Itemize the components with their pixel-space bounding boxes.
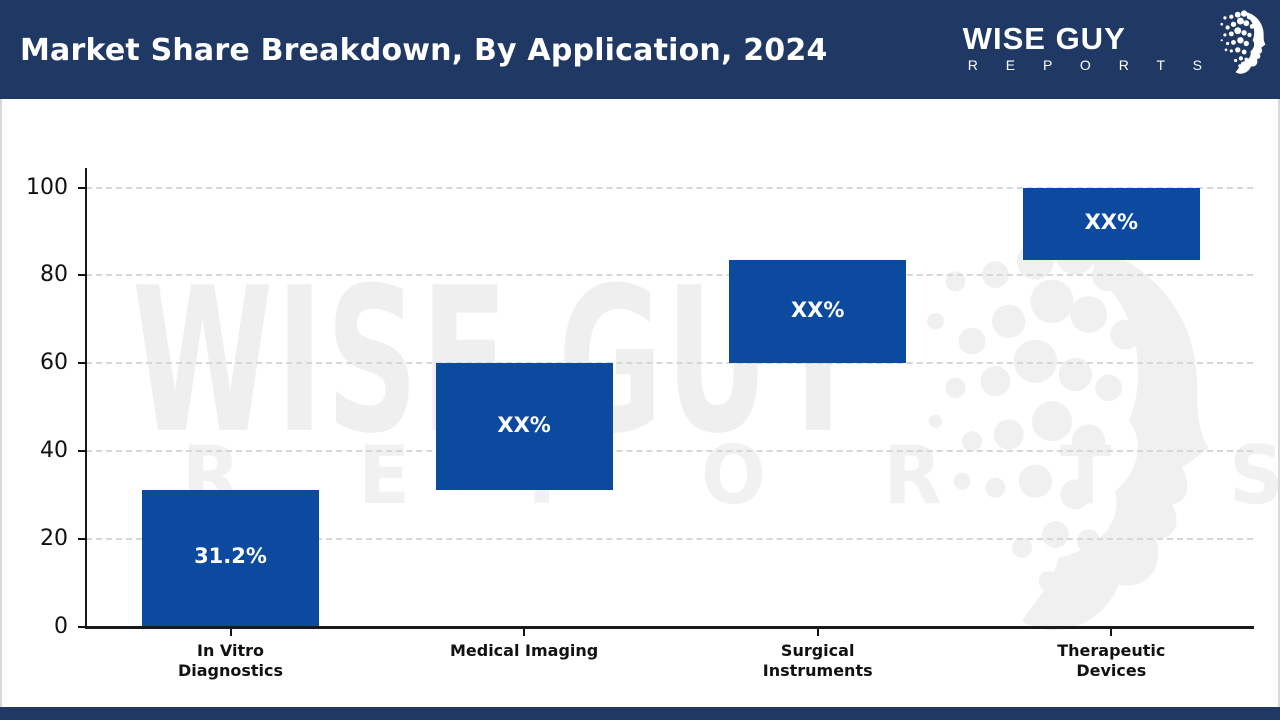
gridline bbox=[86, 538, 1253, 541]
x-axis-category-label-line: Instruments bbox=[762, 661, 873, 680]
x-axis-tick bbox=[229, 629, 232, 636]
wiseguy-head-icon bbox=[1220, 10, 1266, 74]
y-axis-tick bbox=[78, 450, 86, 453]
x-axis-category-label: Medical Imaging bbox=[414, 641, 634, 661]
bar-value-label: 31.2% bbox=[194, 544, 267, 569]
y-axis-tick bbox=[78, 362, 86, 365]
bar-surgical-instruments bbox=[729, 260, 907, 364]
y-axis-tick-label: 100 bbox=[26, 174, 68, 200]
y-axis-tick-label: 0 bbox=[54, 614, 68, 639]
x-axis-category-label: Surgical Instruments bbox=[708, 641, 928, 681]
gridline bbox=[86, 186, 1253, 189]
gridline bbox=[86, 362, 1253, 365]
gridline bbox=[86, 450, 1253, 453]
x-axis-category-label-line: Diagnostics bbox=[177, 661, 284, 680]
bar-value-label: XX% bbox=[790, 297, 845, 322]
bar-medical-imaging bbox=[435, 363, 613, 490]
y-axis-tick bbox=[78, 538, 86, 541]
bar-value-label: XX% bbox=[497, 412, 551, 437]
watermark-head-icon bbox=[927, 234, 1209, 631]
y-axis-tick-label: 80 bbox=[40, 262, 68, 288]
y-axis-tick bbox=[78, 274, 86, 277]
brand-logo: WISE GUY R E P O R T S bbox=[963, 22, 1214, 74]
bar-value-label: XX% bbox=[1084, 209, 1139, 234]
x-axis-tick bbox=[523, 629, 526, 636]
x-axis-category-label: Therapeutic Devices bbox=[1001, 641, 1221, 681]
left-border bbox=[0, 99, 2, 707]
y-axis-line bbox=[85, 168, 87, 629]
x-axis-category-label: In Vitro Diagnostics bbox=[121, 641, 341, 681]
x-axis-category-label-line: Surgical bbox=[780, 641, 855, 660]
x-axis-line bbox=[85, 626, 1254, 629]
gridline bbox=[86, 274, 1253, 277]
bar-therapeutic-devices bbox=[1022, 187, 1200, 261]
x-axis-tick bbox=[1110, 629, 1113, 636]
brand-logo-text: WISE GUY bbox=[962, 21, 1126, 56]
bar-in-vitro-diagnostics bbox=[142, 489, 319, 627]
y-axis-tick-label: 60 bbox=[40, 350, 68, 376]
y-axis-tick-label: 40 bbox=[40, 438, 68, 464]
x-axis-tick bbox=[816, 629, 819, 636]
y-axis-tick-label: 20 bbox=[40, 526, 68, 552]
y-axis-tick bbox=[78, 626, 86, 628]
x-axis-category-label-line: Devices bbox=[1076, 661, 1147, 680]
x-axis-category-label-line: Medical Imaging bbox=[449, 641, 599, 660]
footer-bar bbox=[0, 707, 1280, 720]
x-axis-category-label-line: In Vitro bbox=[196, 641, 265, 660]
right-border bbox=[1278, 99, 1280, 707]
x-axis-category-label-line: Therapeutic bbox=[1057, 641, 1166, 660]
header-bar: Market Share Breakdown, By Application, … bbox=[0, 0, 1280, 99]
brand-logo-subtext: R E P O R T S bbox=[967, 57, 1214, 73]
y-axis-tick bbox=[78, 186, 86, 189]
chart-title: Market Share Breakdown, By Application, … bbox=[20, 33, 828, 68]
